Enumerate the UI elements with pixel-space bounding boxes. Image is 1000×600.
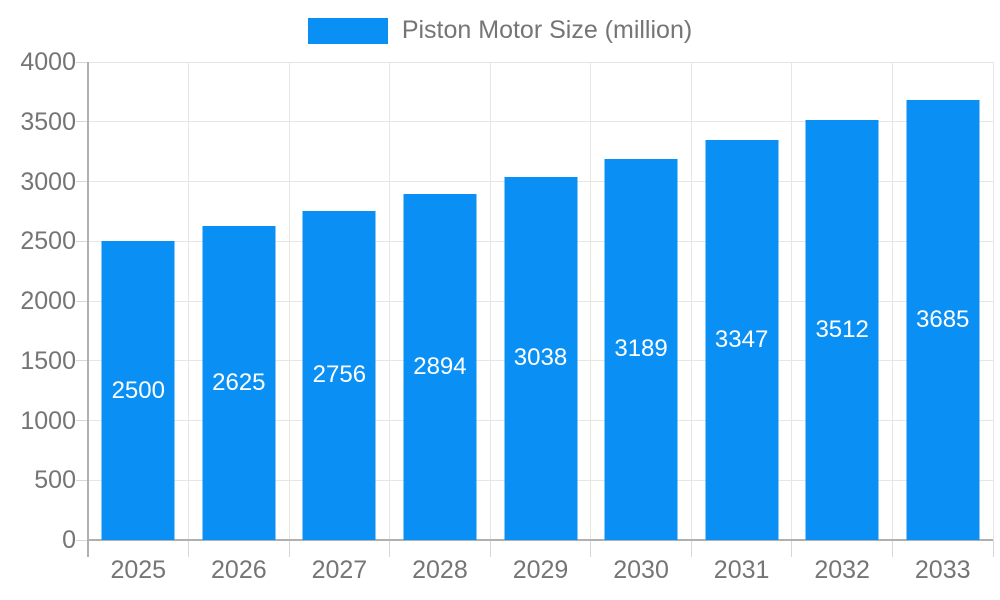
x-axis-category-label: 2028 — [412, 556, 468, 584]
legend-label: Piston Motor Size (million) — [401, 16, 693, 44]
y-axis-line — [87, 62, 89, 557]
y-axis-tick-label: 2500 — [20, 227, 76, 256]
y-axis-tick — [76, 420, 88, 421]
x-axis-category-label: 2031 — [713, 556, 770, 584]
legend-swatch — [307, 17, 388, 44]
y-axis-tick — [76, 539, 88, 541]
x-axis-category-label: 2033 — [914, 556, 971, 584]
gridline-vertical — [992, 62, 994, 540]
x-axis-tick — [791, 540, 793, 557]
gridline-vertical — [489, 62, 491, 540]
gridline-vertical — [288, 62, 290, 540]
bar-value-label: 2625 — [212, 369, 266, 397]
bar-2033[interactable]: 3685 — [906, 99, 980, 540]
y-axis-tick — [76, 300, 88, 302]
x-axis-line — [88, 539, 993, 541]
bar-value-label: 3685 — [916, 305, 970, 333]
y-axis-tick — [76, 181, 88, 182]
y-axis-tick-label: 4000 — [20, 48, 76, 76]
gridline-horizontal — [88, 61, 993, 63]
gridline-vertical — [891, 62, 893, 540]
bar-value-label: 3189 — [614, 335, 668, 363]
x-axis-tick — [389, 540, 391, 557]
bar-value-label: 2756 — [312, 361, 367, 389]
x-axis-tick — [690, 540, 692, 557]
gridline-vertical — [188, 62, 190, 540]
x-axis-tick — [288, 540, 290, 557]
x-axis-category-label: 2025 — [110, 556, 167, 584]
x-axis-category-label: 2032 — [814, 556, 870, 584]
y-axis-tick-label: 2000 — [20, 287, 76, 315]
y-axis-tick-label: 3500 — [20, 107, 76, 136]
x-axis-tick — [891, 540, 893, 557]
y-axis-tick — [76, 61, 88, 63]
y-axis-tick-label: 500 — [34, 466, 76, 495]
bar-2032[interactable]: 3512 — [805, 120, 879, 540]
y-axis-tick — [76, 121, 88, 123]
gridline-horizontal — [88, 121, 993, 123]
x-axis-tick — [188, 540, 190, 557]
x-axis-labels: 2025 2026 2027 2028 2029 2030 2031 2032 2033 — [88, 552, 993, 588]
y-axis-tick-label: 0 — [62, 526, 76, 554]
bar-value-label: 3512 — [815, 316, 869, 344]
x-axis-category-label: 2030 — [613, 556, 669, 584]
gridline-vertical — [389, 62, 391, 540]
bar-2031[interactable]: 3347 — [705, 140, 779, 540]
bar-value-label: 3347 — [714, 326, 769, 354]
x-axis-tick — [590, 540, 592, 557]
x-axis-tick — [992, 540, 994, 557]
bar-2027[interactable]: 2756 — [302, 210, 376, 540]
bar-value-label: 2894 — [413, 353, 467, 381]
bar-2029[interactable]: 3038 — [504, 176, 577, 540]
y-axis-tick-label: 1500 — [20, 346, 76, 375]
bar-value-label: 2500 — [111, 376, 165, 404]
gridline-vertical — [690, 62, 692, 540]
bar-2028[interactable]: 2894 — [403, 194, 477, 540]
bar-2025[interactable]: 2500 — [101, 241, 175, 540]
bar-2030[interactable]: 3189 — [604, 158, 678, 540]
x-axis-category-label: 2027 — [311, 556, 368, 584]
y-axis-tick — [76, 479, 88, 481]
bar-2026[interactable]: 2625 — [202, 226, 276, 540]
bar-value-label: 3038 — [513, 344, 568, 372]
y-axis-labels: 0 500 1000 1500 2000 2500 3000 3500 4000 — [0, 48, 76, 554]
gridline-vertical — [791, 62, 793, 540]
y-axis-tick-label: 1000 — [20, 406, 76, 435]
x-axis-category-label: 2029 — [512, 556, 569, 584]
y-axis-tick — [76, 360, 88, 362]
gridline-vertical — [590, 62, 592, 540]
x-axis-tick — [489, 540, 491, 557]
plot-area: 2500 2625 2756 2894 3038 3189 3347 3512 3685 — [76, 61, 994, 557]
y-axis-tick-label: 3000 — [20, 167, 76, 196]
x-axis-category-label: 2026 — [211, 556, 267, 584]
y-axis-tick — [76, 240, 88, 242]
legend[interactable]: Piston Motor Size (million) — [0, 16, 1000, 45]
